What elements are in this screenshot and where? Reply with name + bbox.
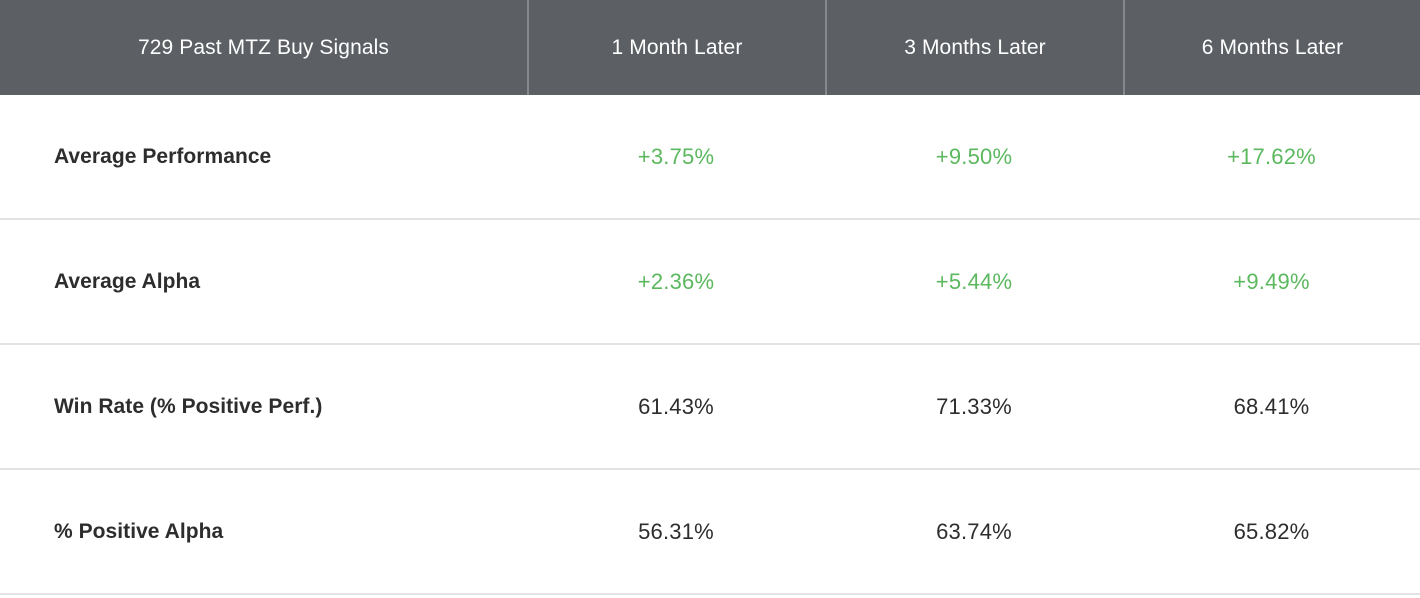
row-label-average-performance: Average Performance xyxy=(54,144,272,168)
column-header-6-months: 6 Months Later xyxy=(1123,0,1420,95)
value-percent-positive-alpha-6-months: 65.82% xyxy=(1233,518,1310,544)
value-average-alpha-6-months: +9.49% xyxy=(1233,268,1310,294)
row-label-percent-positive-alpha: % Positive Alpha xyxy=(54,519,224,543)
table-body: Average Performance +3.75% +9.50% +17.62… xyxy=(0,95,1420,598)
table-header-row: 729 Past MTZ Buy Signals 1 Month Later 3… xyxy=(0,0,1420,95)
value-average-performance-1-month: +3.75% xyxy=(637,143,715,169)
table-row: Average Performance +3.75% +9.50% +17.62… xyxy=(0,95,1420,220)
row-label-win-rate: Win Rate (% Positive Perf.) xyxy=(54,394,323,418)
table-row: Average Alpha +2.36% +5.44% +9.49% xyxy=(0,220,1420,345)
table-row: % Positive Alpha 56.31% 63.74% 65.82% xyxy=(0,470,1420,595)
column-header-1-month: 1 Month Later xyxy=(527,0,825,95)
column-header-signals: 729 Past MTZ Buy Signals xyxy=(137,35,389,59)
value-average-performance-3-months: +9.50% xyxy=(935,143,1013,169)
value-win-rate-6-months: 68.41% xyxy=(1233,393,1310,419)
row-label-average-alpha: Average Alpha xyxy=(54,269,201,293)
value-percent-positive-alpha-3-months: 63.74% xyxy=(936,518,1012,544)
table-bottom-space xyxy=(0,595,1420,598)
value-percent-positive-alpha-1-month: 56.31% xyxy=(638,518,714,544)
value-win-rate-1-month: 61.43% xyxy=(638,393,714,419)
table-row: Win Rate (% Positive Perf.) 61.43% 71.33… xyxy=(0,345,1420,470)
column-header-3-months: 3 Months Later xyxy=(825,0,1123,95)
value-average-performance-6-months: +17.62% xyxy=(1227,143,1316,169)
value-average-alpha-3-months: +5.44% xyxy=(935,268,1013,294)
value-win-rate-3-months: 71.33% xyxy=(936,393,1012,419)
value-average-alpha-1-month: +2.36% xyxy=(637,268,715,294)
